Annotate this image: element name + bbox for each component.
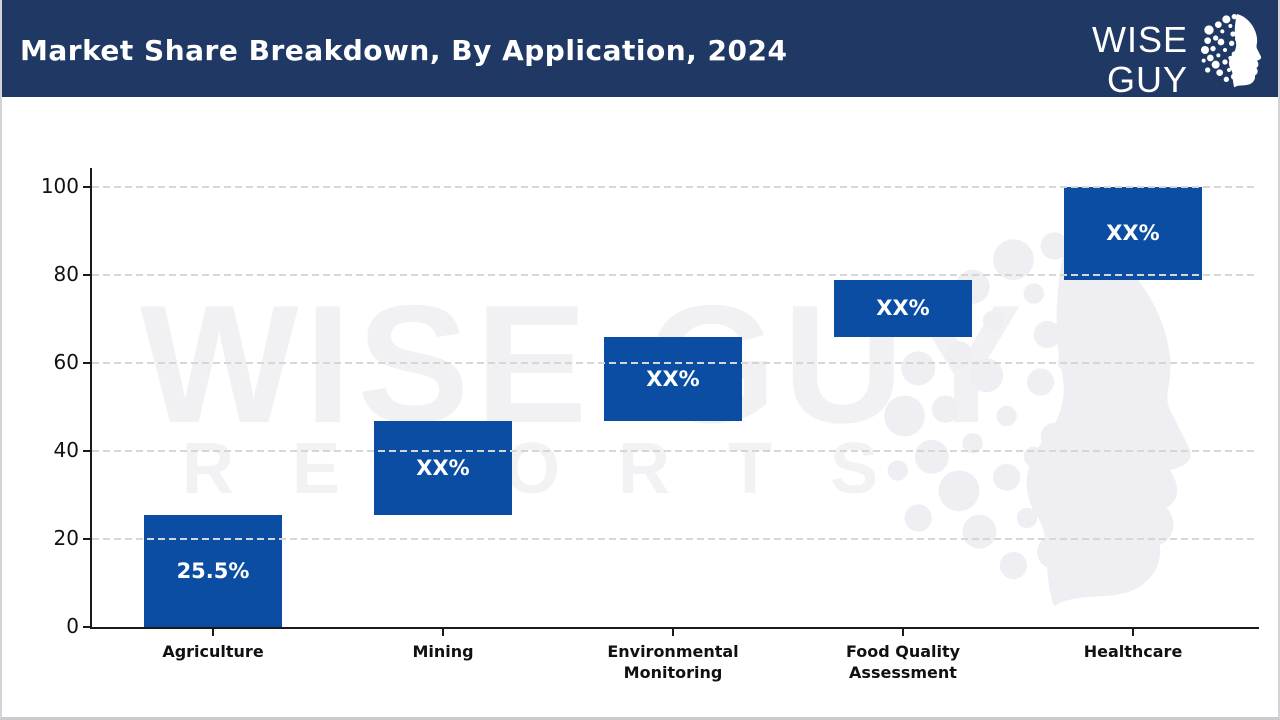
y-axis-tick-label-40: 40 [53, 438, 79, 462]
x-axis-category-label-healthcare: Healthcare [1083, 642, 1183, 661]
gridline-20 [92, 538, 1257, 540]
y-axis-tick-label-60: 60 [53, 350, 79, 374]
y-tick-mark-0 [83, 626, 92, 628]
wiseguy-logo: WISE GUY REPORTS [1016, 6, 1266, 117]
y-tick-mark-40 [83, 450, 92, 452]
y-axis-spine [90, 168, 92, 629]
y-axis-tick-label-0: 0 [66, 614, 79, 638]
y-tick-mark-60 [83, 362, 92, 364]
y-axis-tick-label-20: 20 [53, 526, 79, 550]
y-tick-mark-20 [83, 538, 92, 540]
x-axis-category-label-food-quality-assessment: Food Quality Assessment [845, 642, 961, 682]
y-axis-tick-label-80: 80 [53, 262, 79, 286]
header-banner: Market Share Breakdown, By Application, … [2, 0, 1278, 117]
x-axis-category-label-mining: Mining [412, 642, 474, 661]
bar-value-label-healthcare: XX% [1106, 221, 1160, 246]
watermark-text-reports: REPORTS [182, 429, 937, 509]
gridline-80 [92, 274, 1257, 276]
bar-food-quality-assessment: XX% [834, 279, 972, 337]
gridline-60 [92, 362, 1257, 364]
page-title: Market Share Breakdown, By Application, … [20, 34, 788, 67]
logo-text: WISE GUY REPORTS [1016, 19, 1188, 118]
gridline-40 [92, 450, 1257, 452]
y-axis-tick-label-100: 100 [40, 174, 79, 198]
x-tick-mark-food-quality-assessment [902, 629, 904, 636]
bar-mining: XX% [374, 420, 512, 515]
logo-subtitle: REPORTS [1065, 102, 1198, 117]
gridline-100 [92, 186, 1257, 188]
bar-environmental-monitoring: XX% [604, 336, 742, 421]
bar-agriculture: 25.5% [144, 514, 282, 627]
bar-value-label-environmental-monitoring: XX% [646, 366, 700, 391]
x-axis-category-label-agriculture: Agriculture [162, 642, 264, 661]
logo-wordmark: WISE GUY [1091, 19, 1188, 100]
bar-healthcare: XX% [1064, 187, 1202, 280]
y-tick-mark-100 [83, 186, 92, 188]
x-axis-category-label-environmental-monitoring: Environmental Monitoring [607, 642, 739, 682]
x-axis-spine [90, 627, 1259, 629]
logo-face-icon [1192, 10, 1266, 90]
x-tick-mark-agriculture [212, 629, 214, 636]
bar-value-label-food-quality-assessment: XX% [876, 296, 930, 321]
y-tick-mark-80 [83, 274, 92, 276]
x-tick-mark-environmental-monitoring [672, 629, 674, 636]
bar-value-label-agriculture: 25.5% [176, 558, 250, 583]
bar-value-label-mining: XX% [416, 455, 470, 480]
x-tick-mark-healthcare [1132, 629, 1134, 636]
x-tick-mark-mining [442, 629, 444, 636]
